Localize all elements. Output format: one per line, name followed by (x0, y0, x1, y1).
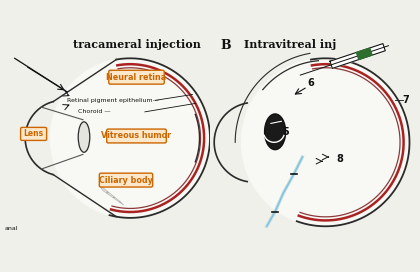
FancyBboxPatch shape (99, 173, 153, 187)
Text: Vitreous humor: Vitreous humor (102, 131, 171, 141)
FancyBboxPatch shape (109, 70, 164, 84)
Text: 8: 8 (336, 154, 343, 164)
Text: Lens: Lens (24, 129, 44, 138)
Polygon shape (330, 44, 385, 68)
Text: Choroid —: Choroid — (78, 109, 110, 114)
Text: 7: 7 (402, 95, 409, 105)
Text: anal: anal (4, 225, 18, 230)
Ellipse shape (78, 122, 90, 152)
Polygon shape (357, 48, 372, 60)
Text: Ciliary body: Ciliary body (99, 176, 153, 185)
Text: Retinal pigment epithelium—: Retinal pigment epithelium— (67, 98, 159, 103)
FancyBboxPatch shape (107, 129, 166, 143)
Text: B: B (220, 39, 231, 52)
Polygon shape (50, 58, 210, 218)
Text: 5: 5 (282, 127, 289, 137)
Ellipse shape (265, 114, 286, 150)
Polygon shape (99, 184, 124, 205)
Text: 6: 6 (307, 79, 314, 88)
Text: tracameral injection: tracameral injection (73, 39, 200, 50)
Polygon shape (241, 58, 410, 226)
Text: Neural retina: Neural retina (106, 73, 167, 82)
Text: Intravitreal inj: Intravitreal inj (244, 39, 336, 50)
FancyBboxPatch shape (21, 127, 47, 140)
